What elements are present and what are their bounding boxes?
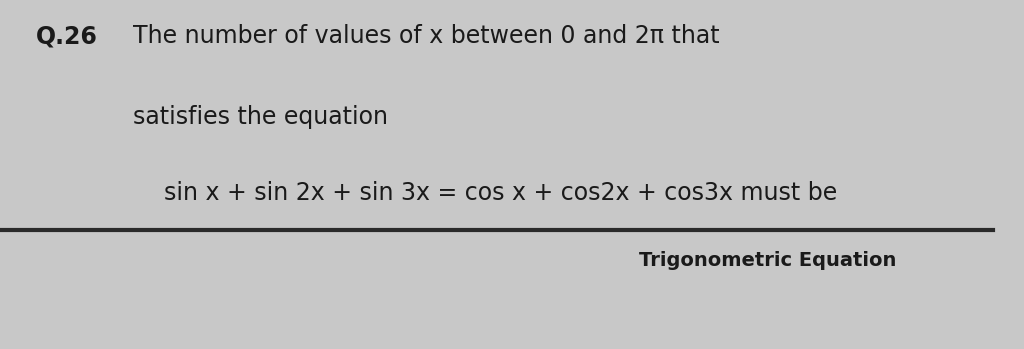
Text: satisfies the equation: satisfies the equation [133, 105, 388, 129]
Text: The number of values of x between 0 and 2π that: The number of values of x between 0 and … [133, 24, 720, 49]
Text: Q.26: Q.26 [36, 24, 97, 49]
Text: sin x + sin 2x + sin 3x = cos x + cos2x + cos3x must be: sin x + sin 2x + sin 3x = cos x + cos2x … [164, 181, 837, 206]
Text: Trigonometric Equation: Trigonometric Equation [639, 251, 897, 270]
